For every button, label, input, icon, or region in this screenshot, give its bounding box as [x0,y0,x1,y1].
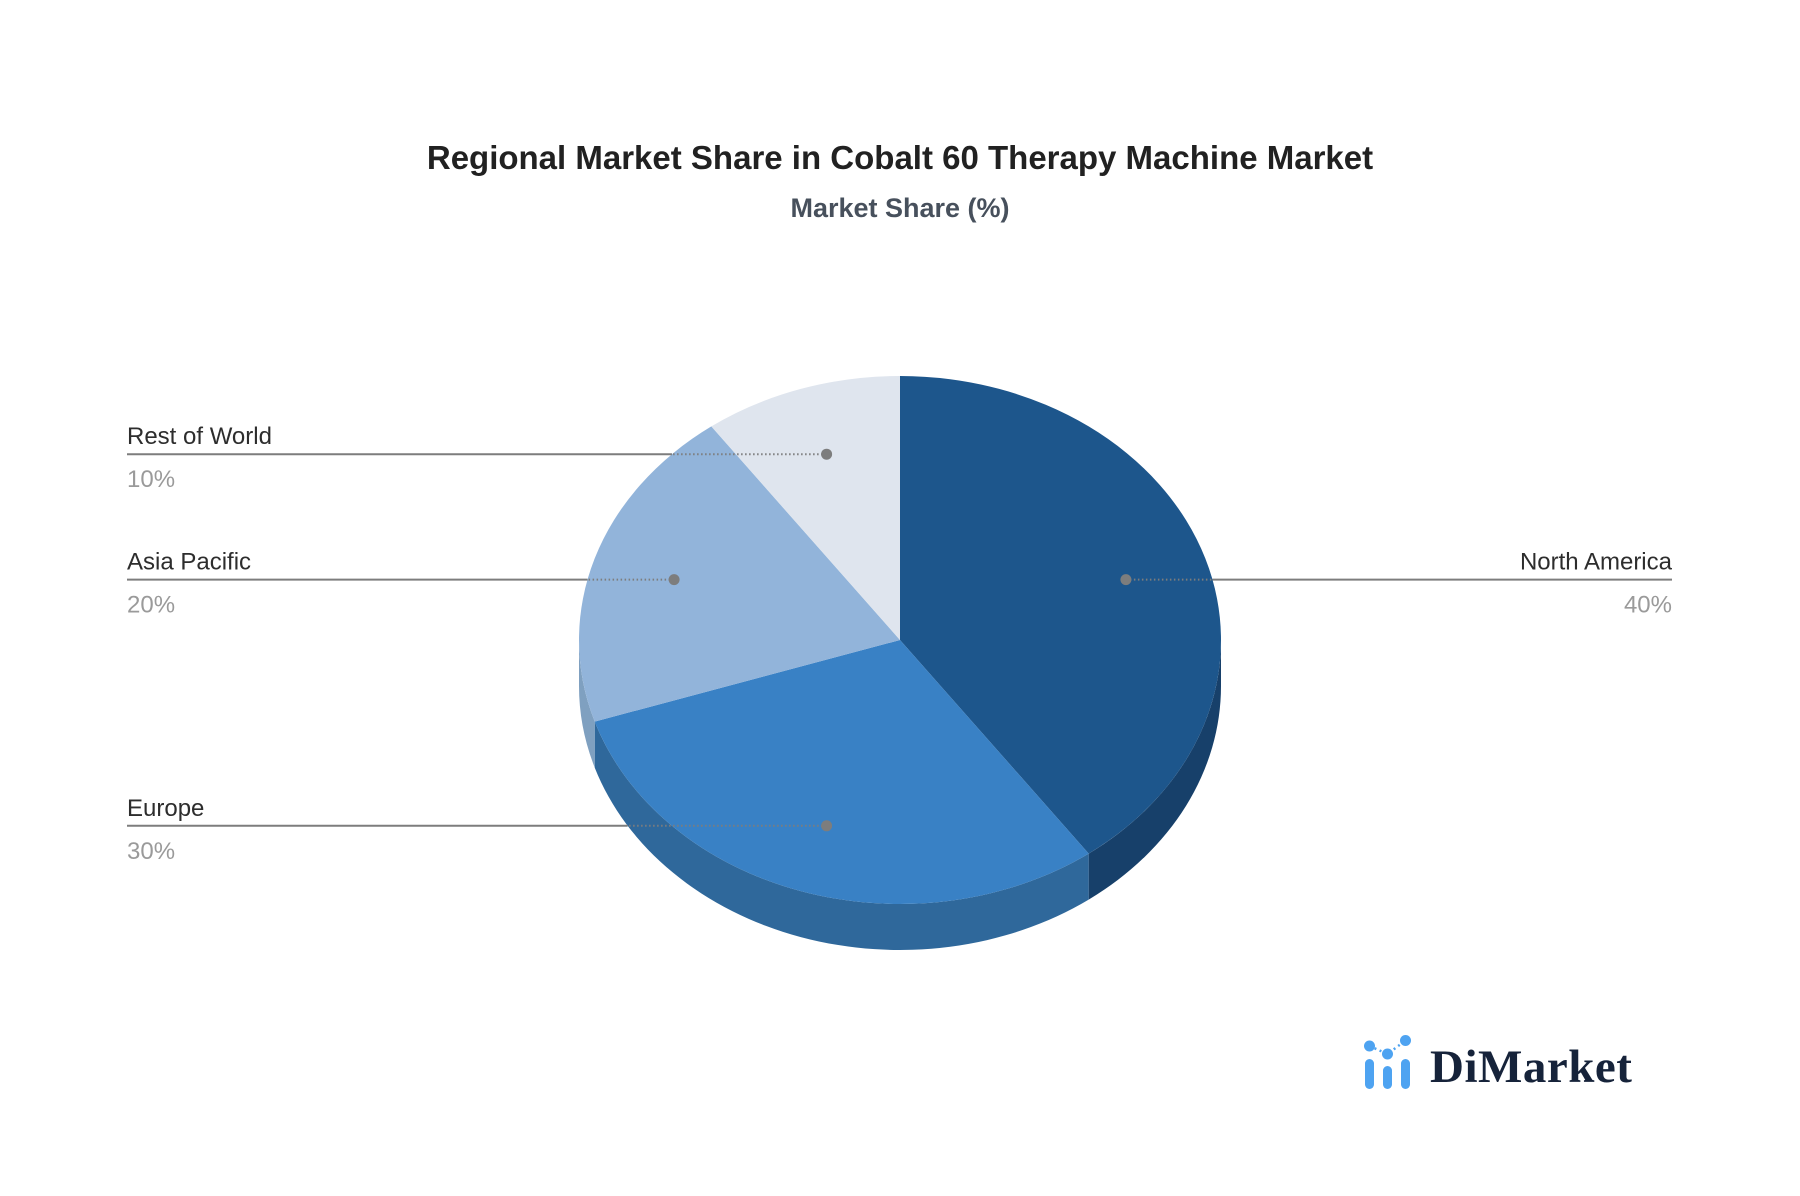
pie-slice-side-asia-pacific [579,640,595,768]
pie-slice-side-europe [594,721,1089,951]
pie-slice-side-north-america [1088,640,1221,900]
chart-title: Regional Market Share in Cobalt 60 Thera… [426,139,1374,176]
leader-dot [821,448,833,460]
chart-subtitle: Market Share (%) [790,193,1010,223]
slice-label: Rest of World [127,423,272,450]
brand-logo-icon [1364,1035,1411,1089]
pie-slice-asia-pacific [578,426,900,722]
leader-dot [668,574,680,586]
brand-logo-text: DiMarket [1430,1041,1633,1093]
brand-logo: DiMarket [1363,1034,1632,1091]
slice-label: North America [1520,549,1673,576]
slice-label: Asia Pacific [127,549,251,576]
slice-value: 10% [127,466,175,493]
slice-label: Europe [127,795,204,822]
leader-dot [1120,574,1132,586]
leader-dot [821,820,833,832]
pie-slice-europe [594,640,1089,905]
pie-slice-north-america [900,375,1222,854]
slice-value: 20% [127,592,175,619]
slice-value: 40% [1624,592,1672,619]
pie-slice-rest-of-world [711,376,900,640]
slice-value: 30% [127,838,175,865]
